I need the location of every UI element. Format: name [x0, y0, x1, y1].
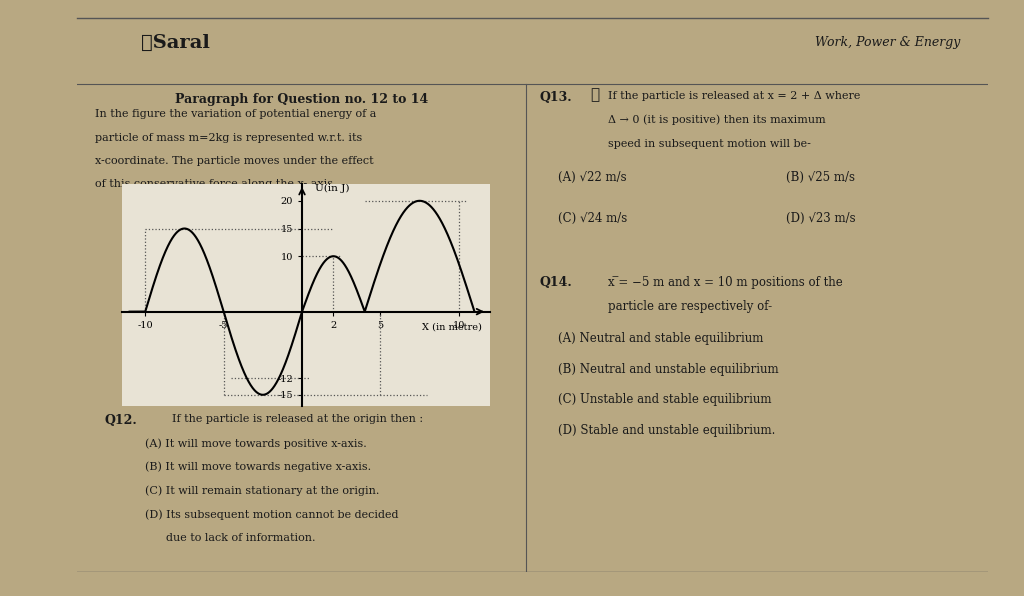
Text: (D) √23 m/s: (D) √23 m/s: [785, 212, 855, 225]
Text: (D) Its subsequent motion cannot be decided: (D) Its subsequent motion cannot be deci…: [145, 510, 398, 520]
Text: U(in J): U(in J): [314, 184, 349, 193]
Text: Work, Power & Energy: Work, Power & Energy: [815, 36, 961, 49]
Text: particle of mass m=2kg is represented w.r.t. its: particle of mass m=2kg is represented w.…: [95, 133, 362, 142]
Text: (B) √25 m/s: (B) √25 m/s: [785, 171, 855, 184]
Text: Δ → 0 (it is positive) then its maximum: Δ → 0 (it is positive) then its maximum: [608, 115, 826, 125]
Text: X (in metre): X (in metre): [423, 323, 482, 332]
Text: (C) Unstable and stable equilibrium: (C) Unstable and stable equilibrium: [558, 393, 771, 406]
Text: Paragraph for Question no. 12 to 14: Paragraph for Question no. 12 to 14: [175, 93, 428, 105]
Text: (B) Neutral and unstable equilibrium: (B) Neutral and unstable equilibrium: [558, 362, 778, 375]
Text: Q12.: Q12.: [104, 414, 137, 427]
Text: (C) It will remain stationary at the origin.: (C) It will remain stationary at the ori…: [145, 486, 380, 496]
Text: (A) √22 m/s: (A) √22 m/s: [558, 171, 627, 184]
Text: speed in subsequent motion will be-: speed in subsequent motion will be-: [608, 139, 811, 149]
Text: (B) It will move towards negative x-axis.: (B) It will move towards negative x-axis…: [145, 462, 372, 473]
Text: If the particle is released at x = 2 + Δ where: If the particle is released at x = 2 + Δ…: [608, 91, 860, 101]
Text: x ̅= −5 m and x = 10 m positions of the: x ̅= −5 m and x = 10 m positions of the: [608, 276, 843, 289]
Text: (A) Neutral and stable equilibrium: (A) Neutral and stable equilibrium: [558, 332, 763, 345]
Text: ✓: ✓: [590, 88, 599, 103]
Text: If the particle is released at the origin then :: If the particle is released at the origi…: [172, 414, 424, 424]
Text: ☉Saral: ☉Saral: [140, 34, 210, 52]
Text: of this conservative force along the x- axis.: of this conservative force along the x- …: [95, 179, 337, 189]
Text: (C) √24 m/s: (C) √24 m/s: [558, 212, 628, 225]
Text: In the figure the variation of potential energy of a: In the figure the variation of potential…: [95, 109, 377, 119]
Text: x-coordinate. The particle moves under the effect: x-coordinate. The particle moves under t…: [95, 156, 374, 166]
Text: due to lack of information.: due to lack of information.: [145, 533, 315, 544]
Text: Q14.: Q14.: [540, 276, 572, 289]
Text: (D) Stable and unstable equilibrium.: (D) Stable and unstable equilibrium.: [558, 424, 775, 437]
Text: particle are respectively of-: particle are respectively of-: [608, 300, 772, 313]
Text: Q13.: Q13.: [540, 91, 572, 104]
Text: (A) It will move towards positive x-axis.: (A) It will move towards positive x-axis…: [145, 438, 367, 449]
